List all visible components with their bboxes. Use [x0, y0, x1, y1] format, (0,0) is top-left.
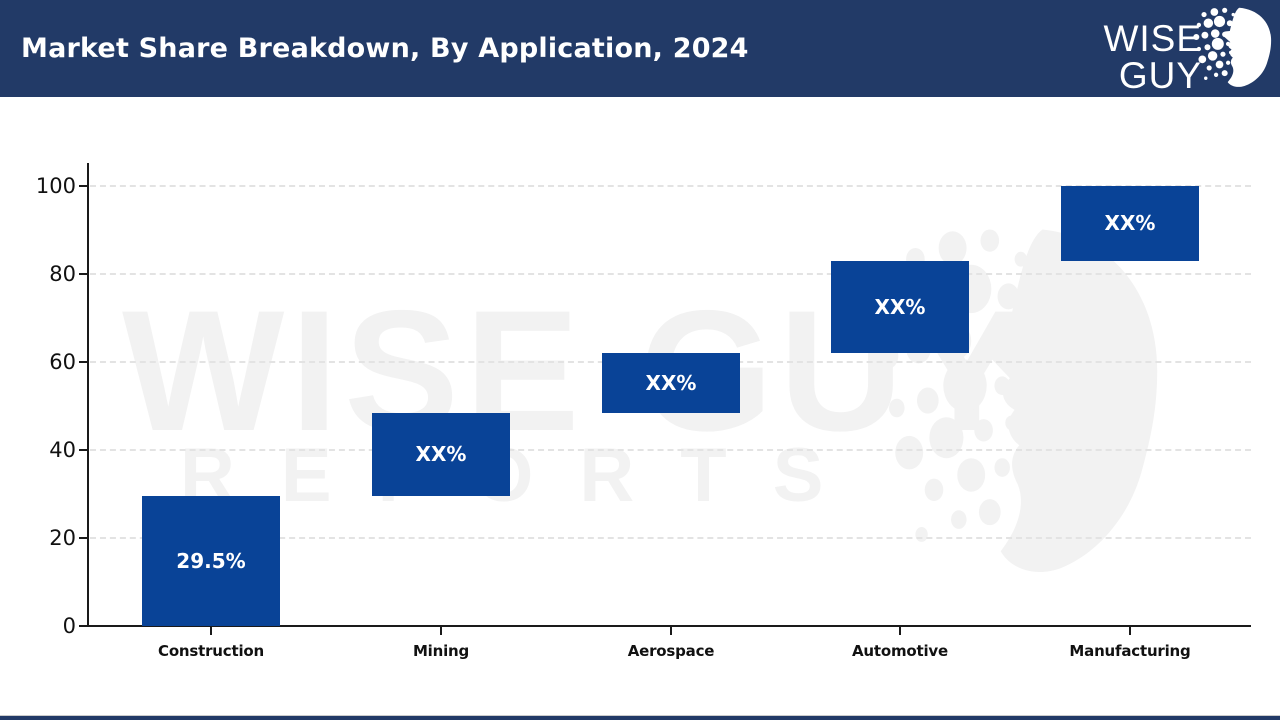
x-category-label: Automotive: [852, 642, 948, 660]
bar-value-label: 29.5%: [176, 549, 246, 574]
bar-segment: 29.5%: [142, 496, 280, 626]
x-category-label: Construction: [158, 642, 264, 660]
bar-segment: XX%: [1061, 186, 1199, 261]
bar-value-label: XX%: [415, 442, 467, 467]
y-tick-label: 80: [49, 262, 76, 286]
footer-hairline: [0, 715, 1280, 716]
y-tick-label: 60: [49, 350, 76, 374]
x-tick: [899, 627, 901, 635]
y-tick-label: 20: [49, 526, 76, 550]
bar-segment: XX%: [602, 353, 740, 413]
grid-line: [90, 537, 1251, 539]
x-tick: [670, 627, 672, 635]
x-tick: [1129, 627, 1131, 635]
bar-value-label: XX%: [1104, 211, 1156, 236]
footer-bar: [0, 716, 1280, 720]
x-category-label: Aerospace: [627, 642, 715, 660]
bar-value-label: XX%: [645, 370, 697, 395]
x-tick: [440, 627, 442, 635]
y-tick: [79, 273, 88, 275]
grid-line: [90, 449, 1251, 451]
logo-reports-text: REPORTS: [1079, 97, 1202, 112]
y-tick-label: 40: [49, 438, 76, 462]
x-category-label: Manufacturing: [1069, 642, 1191, 660]
logo-text: WISE GUY REPORTS: [1024, 20, 1202, 111]
bar-segment: XX%: [372, 412, 510, 497]
chart-area: 0 20 40 60 80 100 29.5% XX% XX% XX% XX% Constructio…: [0, 97, 1280, 715]
x-axis-line: [86, 625, 1251, 627]
bar-value-label: XX%: [874, 294, 926, 319]
y-tick: [79, 185, 88, 187]
grid-line: [90, 185, 1251, 187]
logo-wiseguy-text: WISE GUY: [1103, 18, 1202, 96]
y-tick: [79, 361, 88, 363]
page-title: Market Share Breakdown, By Application, …: [21, 33, 749, 64]
y-tick: [79, 537, 88, 539]
x-tick: [210, 627, 212, 635]
x-category-label: Mining: [412, 642, 470, 660]
bar-segment: XX%: [831, 260, 969, 354]
header-bar: Market Share Breakdown, By Application, …: [0, 0, 1280, 111]
logo-head-icon: [1193, 7, 1272, 87]
y-tick: [79, 449, 88, 451]
wise-guy-reports-logo: WISE GUY REPORTS: [1024, 0, 1274, 111]
y-tick-label: 0: [62, 614, 76, 638]
y-axis-line: [87, 163, 89, 627]
y-tick-label: 100: [35, 174, 76, 198]
y-tick: [79, 625, 88, 627]
grid-line: [90, 273, 1251, 275]
